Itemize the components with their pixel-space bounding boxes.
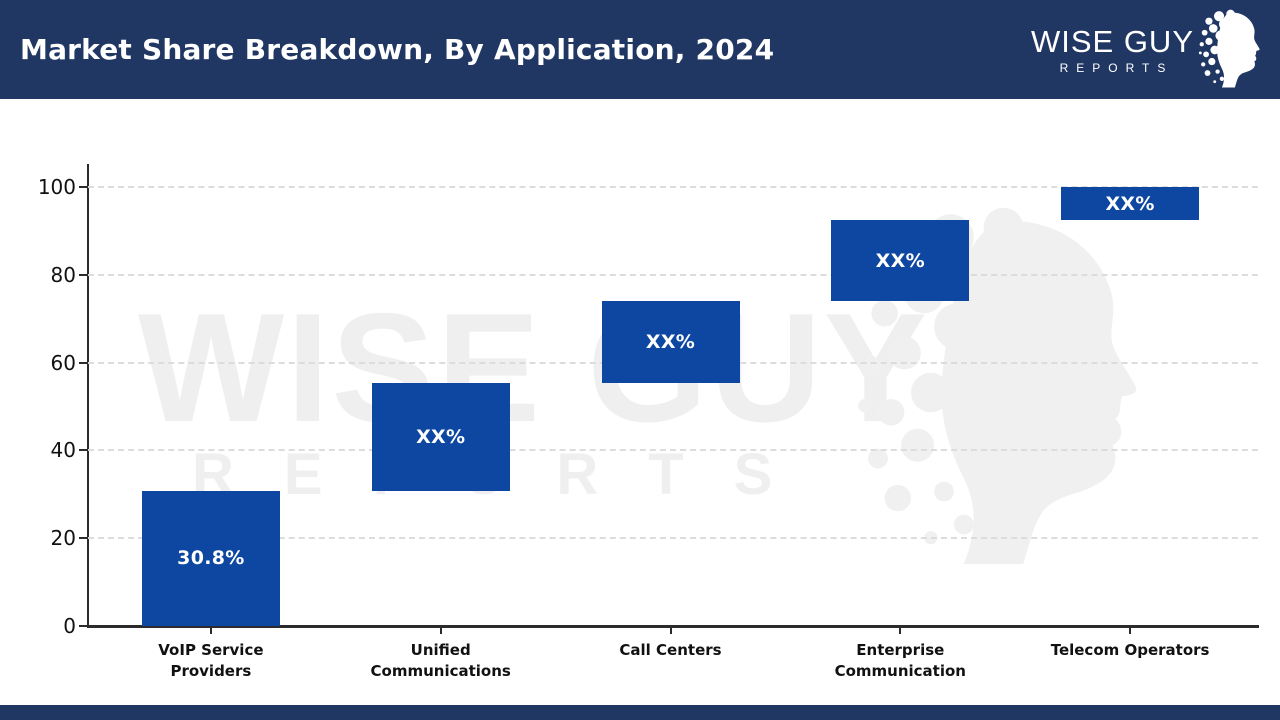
gridline-80 [88,273,1258,276]
y-tick-mark-60 [79,361,87,364]
x-category-label-voip-service-providers: VoIP Service Providers [158,641,264,680]
y-tick-mark-100 [79,186,87,188]
footer-bar [0,705,1280,720]
y-tick-mark-0 [79,625,87,627]
y-tick-label-20: 20 [50,526,76,551]
x-tick-mark-telecom-operators [1129,627,1132,634]
bar-value-label-call-centers: XX% [645,330,696,353]
x-tick-mark-call-centers [669,627,672,634]
y-tick-mark-20 [79,537,87,540]
y-tick-label-100: 100 [37,175,76,199]
x-category-label-call-centers: Call Centers [619,641,722,659]
bar-value-label-unified-communications: XX% [416,425,466,448]
logo-wordmark: WISE GUY [1030,23,1194,59]
bar-enterprise-communication: XX% [831,220,970,302]
x-category-label-telecom-operators: Telecom Operators [1050,641,1210,659]
y-tick-label-80: 80 [50,262,76,287]
bar-unified-communications: XX% [371,382,510,491]
y-tick-mark-40 [79,449,87,452]
x-category-label-unified-communications: Unified Communications [370,641,511,680]
bar-value-label-telecom-operators: XX% [1105,192,1155,215]
y-axis-line [87,164,89,627]
gridline-40 [88,449,1258,452]
logo-face-icon [1196,8,1268,92]
logo-text: WISE GUY REPORTS [1031,26,1194,75]
x-tick-mark-voip-service-providers [209,627,212,634]
x-axis-line [87,625,1259,628]
gridline-100 [88,186,1258,188]
y-tick-mark-80 [79,273,87,276]
y-tick-label-60: 60 [50,350,76,375]
bar-value-label-enterprise-communication: XX% [875,249,925,272]
x-category-label-enterprise-communication: Enterprise Communication [834,641,966,680]
wise-guy-logo: WISE GUY REPORTS [1031,4,1268,96]
gridline-20 [88,537,1258,540]
bar-value-label-voip-service-providers: 30.8% [177,547,245,570]
bar-telecom-operators: XX% [1061,187,1200,221]
y-tick-label-0: 0 [63,614,76,638]
page-title: Market Share Breakdown, By Application, … [20,33,775,66]
x-tick-mark-enterprise-communication [899,627,902,634]
bar-call-centers: XX% [601,301,740,383]
bar-voip-service-providers: 30.8% [141,490,280,626]
x-tick-mark-unified-communications [439,627,442,634]
y-tick-label-40: 40 [50,438,76,463]
logo-subtitle: REPORTS [1059,60,1174,75]
header-bar: Market Share Breakdown, By Application, … [0,0,1280,99]
